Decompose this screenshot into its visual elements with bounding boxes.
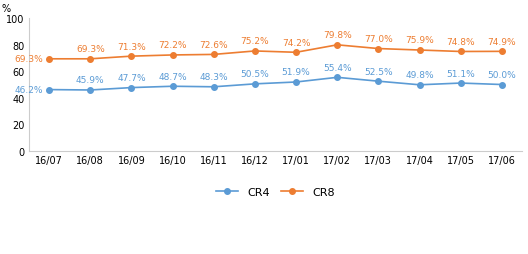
Text: 50.0%: 50.0% xyxy=(487,71,516,80)
Text: 79.8%: 79.8% xyxy=(323,31,352,40)
Text: 77.0%: 77.0% xyxy=(364,35,393,44)
Text: 49.8%: 49.8% xyxy=(405,71,434,80)
CR8 xyxy=(375,48,382,51)
CR8 xyxy=(458,51,464,54)
Text: 55.4%: 55.4% xyxy=(323,64,352,72)
Text: 71.3%: 71.3% xyxy=(117,42,146,51)
CR4 xyxy=(417,84,423,87)
Text: 50.5%: 50.5% xyxy=(241,70,269,79)
Text: 47.7%: 47.7% xyxy=(117,74,146,83)
CR4 xyxy=(87,89,93,92)
CR4 xyxy=(211,86,217,89)
Text: 72.6%: 72.6% xyxy=(200,41,228,50)
CR8 xyxy=(211,54,217,57)
Text: 48.3%: 48.3% xyxy=(200,73,228,82)
CR8 xyxy=(417,49,423,52)
CR4 xyxy=(375,80,382,83)
Text: 74.2%: 74.2% xyxy=(282,39,310,47)
CR4 xyxy=(252,83,258,86)
CR8 xyxy=(169,54,176,57)
CR8 xyxy=(128,55,135,58)
Line: CR4: CR4 xyxy=(46,75,505,93)
Text: 45.9%: 45.9% xyxy=(76,76,105,85)
Line: CR8: CR8 xyxy=(46,43,505,62)
Text: 51.1%: 51.1% xyxy=(446,69,475,78)
CR8 xyxy=(334,44,341,47)
Text: 48.7%: 48.7% xyxy=(158,72,187,81)
Text: 46.2%: 46.2% xyxy=(15,86,43,95)
Text: 52.5%: 52.5% xyxy=(364,67,393,76)
Text: 75.2%: 75.2% xyxy=(241,37,269,46)
Legend: CR4, CR8: CR4, CR8 xyxy=(212,183,339,202)
CR4 xyxy=(128,87,135,90)
Text: 74.8%: 74.8% xyxy=(446,38,475,47)
Text: 74.9%: 74.9% xyxy=(487,38,516,47)
CR8 xyxy=(252,50,258,53)
CR8 xyxy=(46,58,52,61)
CR4 xyxy=(169,85,176,88)
CR4 xyxy=(458,82,464,85)
Text: 51.9%: 51.9% xyxy=(282,68,310,77)
CR8 xyxy=(499,51,505,54)
Y-axis label: %: % xyxy=(2,4,11,13)
CR4 xyxy=(499,84,505,87)
CR8 xyxy=(293,52,299,55)
Text: 69.3%: 69.3% xyxy=(15,55,43,64)
CR4 xyxy=(293,81,299,84)
CR8 xyxy=(87,58,93,61)
Text: 75.9%: 75.9% xyxy=(405,36,434,45)
Text: 72.2%: 72.2% xyxy=(158,41,187,50)
CR4 xyxy=(334,76,341,80)
Text: 69.3%: 69.3% xyxy=(76,45,105,54)
CR4 xyxy=(46,89,52,92)
